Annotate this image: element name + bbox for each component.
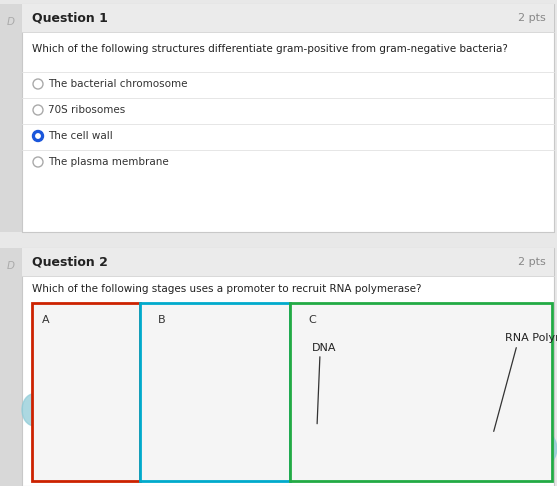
Ellipse shape [251,411,275,443]
Bar [32,303,552,481]
Circle shape [36,134,40,138]
Bar [0,248,22,486]
Text: 2 pts: 2 pts [518,257,546,267]
Text: Which of the following stages uses a promoter to recruit RNA polymerase?: Which of the following stages uses a pro… [32,284,422,294]
Bar [290,303,552,481]
Bar [22,4,554,32]
Text: A: A [42,315,50,325]
Bar [22,248,554,276]
Text: Question 2: Question 2 [32,256,108,268]
Text: C: C [308,315,316,325]
Text: The bacterial chromosome: The bacterial chromosome [48,79,188,89]
Text: D: D [7,261,15,271]
Ellipse shape [22,394,46,426]
Bar [22,248,554,486]
Bar [22,4,554,232]
Text: DNA: DNA [312,343,336,353]
Bar [140,303,290,481]
Bar [0,4,22,232]
Text: RNA Polymerase: RNA Polymerase [505,333,557,343]
Text: 2 pts: 2 pts [518,13,546,23]
Ellipse shape [110,400,134,433]
Ellipse shape [63,397,87,429]
Text: The plasma membrane: The plasma membrane [48,157,169,167]
Ellipse shape [533,433,557,465]
Text: B: B [158,315,165,325]
Ellipse shape [157,404,181,436]
Ellipse shape [204,408,228,440]
Text: Question 1: Question 1 [32,12,108,24]
Ellipse shape [345,418,369,451]
Text: 70S ribosomes: 70S ribosomes [48,105,125,115]
Ellipse shape [439,425,463,457]
Ellipse shape [457,399,512,449]
Text: Which of the following structures differentiate gram-positive from gram-negative: Which of the following structures differ… [32,44,508,54]
Circle shape [32,131,43,141]
Ellipse shape [486,429,510,461]
Text: The cell wall: The cell wall [48,131,113,141]
Ellipse shape [297,415,321,447]
Text: D: D [7,17,15,27]
Bar [32,303,140,481]
Ellipse shape [392,422,416,454]
